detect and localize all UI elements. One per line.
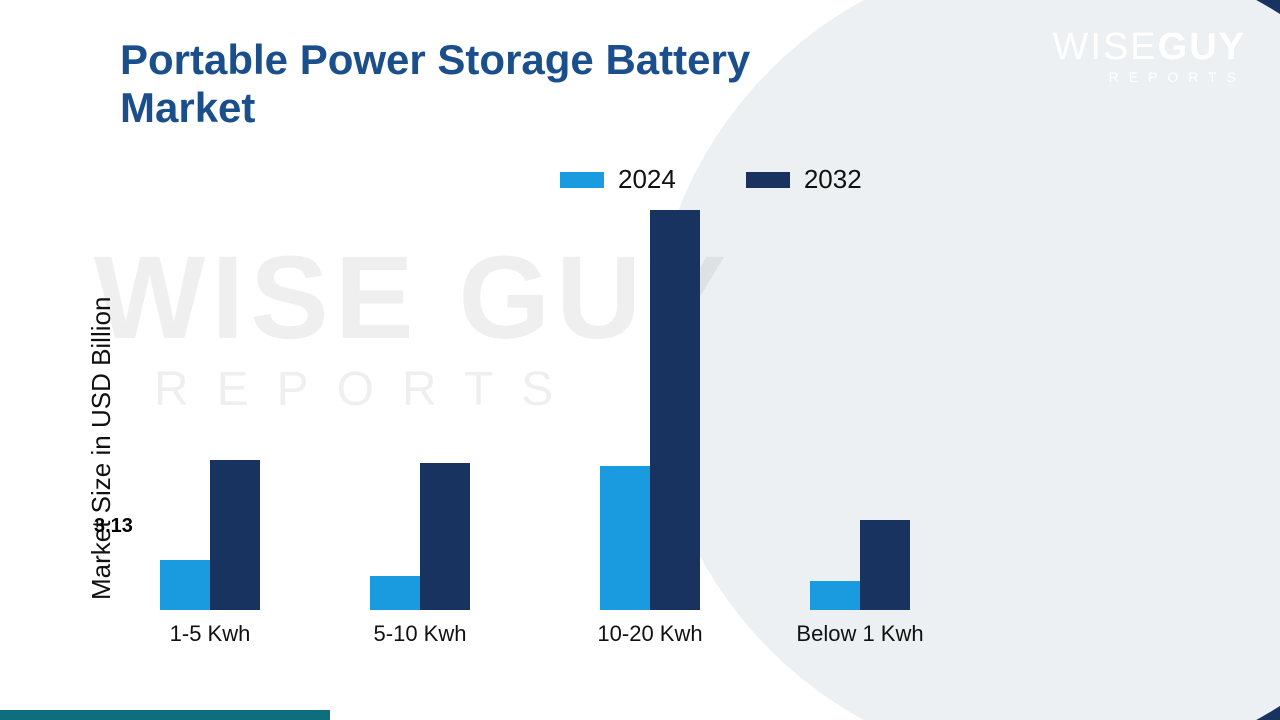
x-axis-label: Below 1 Kwh <box>780 610 940 648</box>
bar <box>420 463 470 610</box>
chart-plot-area: 1-5 Kwh5-10 Kwh10-20 KwhBelow 1 Kwh3.13 <box>110 210 930 610</box>
legend-item-2032: 2032 <box>746 164 862 195</box>
logo-wise: WISE <box>1053 26 1158 68</box>
footer-accent-bar <box>0 710 330 720</box>
bar <box>650 210 700 610</box>
wiseguy-logo: WISEGUY REPORTS <box>1053 28 1246 84</box>
legend-label-2024: 2024 <box>618 164 676 195</box>
bar <box>210 460 260 610</box>
logo-reports: REPORTS <box>1053 70 1246 84</box>
logo-guy: GUY <box>1158 26 1246 68</box>
x-axis-label: 5-10 Kwh <box>340 610 500 648</box>
bar <box>160 560 210 610</box>
legend: 2024 2032 <box>560 164 862 195</box>
bar <box>370 576 420 610</box>
x-axis-label: 1-5 Kwh <box>130 610 290 648</box>
x-axis-label: 10-20 Kwh <box>570 610 730 648</box>
legend-item-2024: 2024 <box>560 164 676 195</box>
bar-value-label: 3.13 <box>94 515 133 538</box>
legend-swatch-2024 <box>560 172 604 188</box>
legend-label-2032: 2032 <box>804 164 862 195</box>
legend-swatch-2032 <box>746 172 790 188</box>
bar <box>860 520 910 610</box>
bar <box>600 466 650 610</box>
chart-title: Portable Power Storage Battery Market <box>120 36 840 133</box>
bar <box>810 581 860 610</box>
